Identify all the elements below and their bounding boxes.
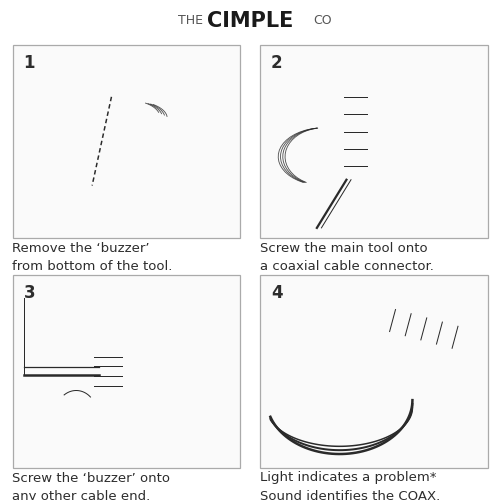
Text: 4: 4: [271, 284, 282, 302]
FancyBboxPatch shape: [260, 45, 488, 238]
Text: 3: 3: [24, 284, 35, 302]
Text: 1: 1: [24, 54, 35, 72]
Text: THE: THE: [178, 14, 203, 28]
Text: Remove the ‘buzzer’
from bottom of the tool.: Remove the ‘buzzer’ from bottom of the t…: [12, 242, 173, 273]
Text: Screw the ‘buzzer’ onto
any other cable end.: Screw the ‘buzzer’ onto any other cable …: [12, 472, 170, 500]
Bar: [94, 352, 122, 391]
FancyBboxPatch shape: [12, 275, 240, 468]
Bar: [338, 320, 355, 338]
Bar: [344, 88, 367, 175]
Text: CIMPLE: CIMPLE: [207, 11, 293, 31]
Text: CO: CO: [313, 14, 332, 28]
Text: Screw the main tool onto
a coaxial cable connector.: Screw the main tool onto a coaxial cable…: [260, 242, 434, 273]
FancyBboxPatch shape: [260, 275, 488, 468]
Text: 2: 2: [271, 54, 282, 72]
FancyBboxPatch shape: [12, 45, 240, 238]
Text: Light indicates a problem*
Sound identifies the COAX.: Light indicates a problem* Sound identif…: [260, 472, 440, 500]
Bar: [84, 186, 100, 201]
